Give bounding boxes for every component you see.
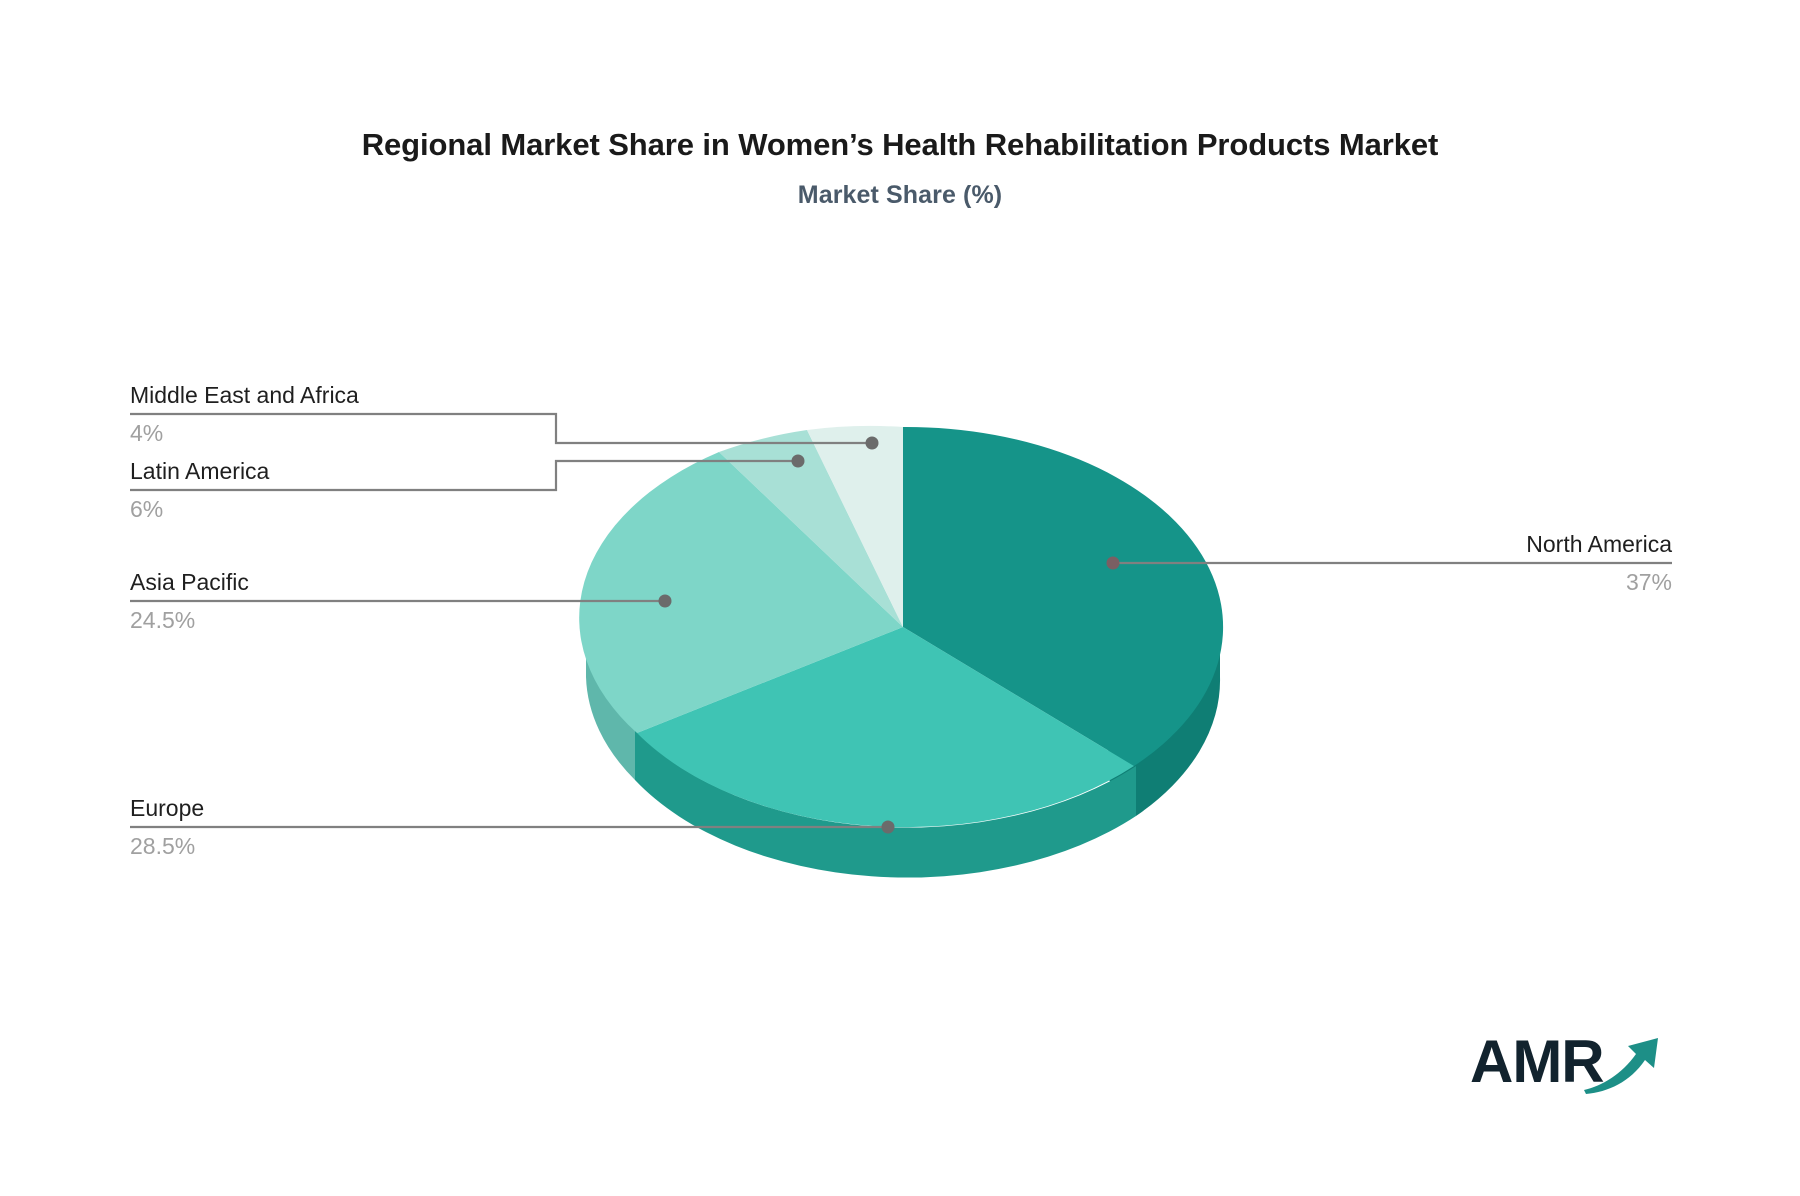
- leader-dot-asia-pacific: [658, 594, 672, 608]
- callout-value-middle-east-and-africa: 4%: [130, 420, 164, 446]
- pie-slice-middle-east-and-africa: [807, 425, 903, 627]
- pie-slices-group: [579, 425, 1224, 828]
- callout-value-north-america: 37%: [1625, 569, 1672, 595]
- pie-slice-latin-america: [719, 430, 903, 627]
- callout-value-wrap-north-america: 37%: [1172, 567, 1672, 597]
- callout-label-europe: Europe: [130, 795, 205, 821]
- leader-dot-latin-america: [791, 454, 805, 468]
- leader-dot-north-america: [1106, 556, 1120, 570]
- callout-label-north-america: North America: [1526, 531, 1672, 557]
- callout-value-latin-america: 6%: [130, 496, 164, 522]
- callout-label-middle-east-and-africa: Middle East and Africa: [130, 382, 359, 408]
- callout-middle-east-and-africa: Middle East and Africa: [130, 380, 359, 410]
- pie-depth-north-america-arc: [1136, 627, 1221, 816]
- title-block: Regional Market Share in Women’s Health …: [0, 126, 1800, 210]
- pie-slice-asia-pacific: [579, 452, 903, 733]
- growth-arrow-icon: [1584, 1038, 1658, 1094]
- leader-line-middle-east-and-africa: [130, 412, 872, 445]
- pie-slice-europe: [637, 627, 1134, 828]
- leader-line-latin-america: [130, 459, 798, 492]
- callout-europe: Europe: [130, 793, 204, 823]
- callout-value-wrap-asia-pacific: 24.5%: [130, 605, 195, 635]
- callout-value-europe: 28.5%: [130, 833, 196, 859]
- chart-subtitle: Market Share (%): [797, 181, 1003, 210]
- pie-depth-europe: [635, 730, 1136, 878]
- leader-dot-europe: [881, 820, 895, 834]
- leader-dot-middle-east-and-africa: [865, 436, 879, 450]
- callout-value-wrap-middle-east-and-africa: 4%: [130, 418, 163, 448]
- callout-label-asia-pacific: Asia Pacific: [130, 569, 249, 595]
- amr-logo-text: AMR: [1470, 1028, 1605, 1095]
- chart-title: Regional Market Share in Women’s Health …: [361, 127, 1439, 162]
- leader-lines-group: [130, 412, 1672, 834]
- amr-logo: AMR: [1470, 1032, 1660, 1112]
- callout-north-america: North America: [1172, 529, 1672, 559]
- pie-slice-north-america: [903, 426, 1224, 766]
- callout-label-latin-america: Latin America: [130, 458, 270, 484]
- callout-value-wrap-latin-america: 6%: [130, 494, 163, 524]
- callout-value-asia-pacific: 24.5%: [130, 607, 196, 633]
- callout-value-wrap-europe: 28.5%: [130, 831, 195, 861]
- callout-asia-pacific: Asia Pacific: [130, 567, 249, 597]
- callout-latin-america: Latin America: [130, 456, 269, 486]
